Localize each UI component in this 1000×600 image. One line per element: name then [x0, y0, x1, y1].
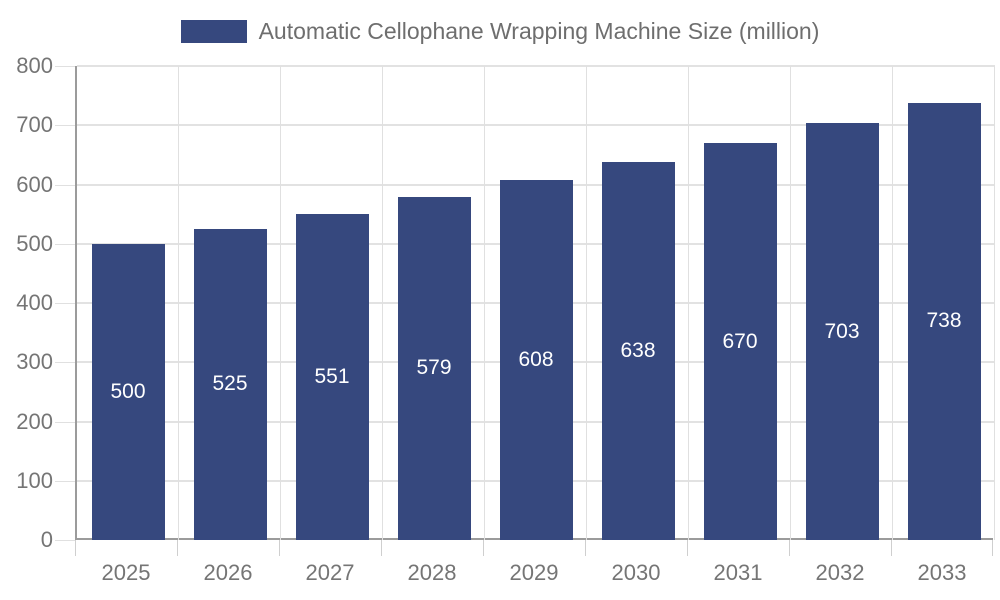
- legend-label: Automatic Cellophane Wrapping Machine Si…: [258, 18, 820, 44]
- y-axis-tick-mark: [55, 480, 75, 482]
- bar-2025[interactable]: [91, 243, 165, 540]
- bar-2032[interactable]: [805, 123, 879, 540]
- bar-2027[interactable]: [295, 213, 369, 540]
- y-axis-tick-label: 200: [16, 408, 53, 434]
- gridline-vertical: [382, 66, 383, 540]
- x-axis-tick-mark: [483, 540, 484, 556]
- y-axis-tick-mark: [55, 362, 75, 364]
- y-axis-tick-label: 700: [16, 112, 53, 138]
- y-axis-tick-mark: [55, 421, 75, 423]
- y-axis-tick-label: 600: [16, 171, 53, 197]
- x-axis-tick-mark: [75, 540, 76, 556]
- y-axis-tick-mark: [55, 66, 75, 67]
- gridline-vertical: [586, 66, 587, 540]
- bar-2033[interactable]: [907, 102, 981, 540]
- y-axis-tick-mark: [55, 303, 75, 304]
- legend-swatch: [180, 19, 247, 43]
- y-axis-tick-label: 0: [40, 527, 53, 552]
- gridline-vertical: [790, 66, 791, 540]
- bar-2028[interactable]: [397, 196, 471, 540]
- x-axis-tick-mark: [279, 540, 280, 556]
- x-axis-tick-label: 2029: [509, 560, 559, 585]
- x-axis-tick-label: 2032: [815, 560, 865, 585]
- x-axis-tick-label: 2027: [305, 560, 355, 585]
- bar-2026[interactable]: [193, 228, 267, 540]
- x-axis-tick-mark: [177, 540, 178, 556]
- y-axis-tick-mark: [55, 125, 75, 127]
- y-axis-tick-label: 400: [16, 290, 53, 315]
- plot-area: 500 525 551 579 608 638 670 703 738: [75, 65, 995, 540]
- x-axis-tick-label: 2031: [713, 560, 763, 585]
- x-axis-tick-mark: [891, 540, 892, 556]
- x-axis-tick-label: 2030: [611, 560, 661, 585]
- x-axis-tick-label: 2028: [407, 560, 457, 585]
- y-axis-tick-mark: [55, 184, 75, 186]
- bar-2030[interactable]: [601, 161, 675, 540]
- x-axis-tick-mark: [687, 540, 688, 556]
- x-axis-tick-mark: [585, 540, 586, 556]
- gridline-vertical: [892, 66, 893, 540]
- y-axis-tick-label: 300: [16, 349, 53, 375]
- x-axis-tick-mark: [992, 540, 993, 556]
- bar-2031[interactable]: [703, 143, 777, 540]
- x-axis-tick-mark: [381, 540, 382, 556]
- gridline-vertical: [484, 66, 485, 540]
- gridline-vertical: [178, 66, 179, 540]
- y-axis-tick-mark: [55, 243, 75, 245]
- gridline-vertical: [994, 66, 995, 540]
- gridline-vertical: [280, 66, 281, 540]
- x-axis-tick-label: 2033: [917, 560, 967, 585]
- x-axis-tick-label: 2026: [203, 560, 253, 585]
- gridline-horizontal: [77, 65, 995, 67]
- x-axis-tick-mark: [789, 540, 790, 556]
- y-axis-tick-label: 500: [16, 230, 53, 256]
- y-axis-tick-label: 100: [16, 467, 53, 493]
- y-axis-tick-label: 800: [16, 53, 53, 78]
- y-axis-tick-mark: [55, 540, 75, 541]
- bar-2029[interactable]: [499, 179, 573, 540]
- x-axis-tick-label: 2025: [101, 560, 151, 585]
- gridline-vertical: [688, 66, 689, 540]
- chart-legend[interactable]: Automatic Cellophane Wrapping Machine Si…: [0, 17, 1000, 45]
